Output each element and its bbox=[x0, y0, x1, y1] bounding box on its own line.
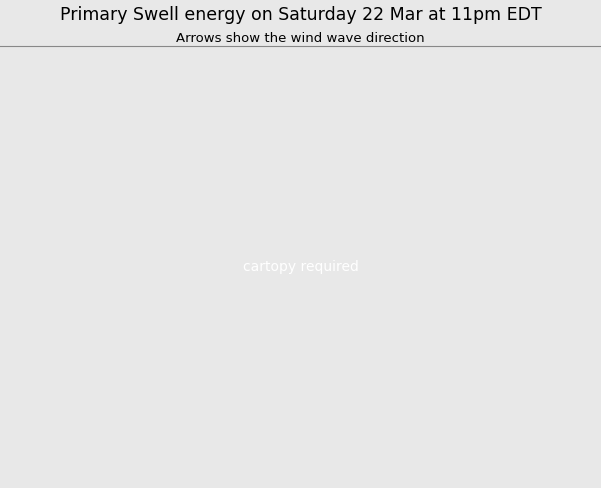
Text: Arrows show the wind wave direction: Arrows show the wind wave direction bbox=[176, 32, 425, 44]
Text: cartopy required: cartopy required bbox=[243, 260, 358, 274]
Text: Primary Swell energy on Saturday 22 Mar at 11pm EDT: Primary Swell energy on Saturday 22 Mar … bbox=[59, 6, 542, 24]
